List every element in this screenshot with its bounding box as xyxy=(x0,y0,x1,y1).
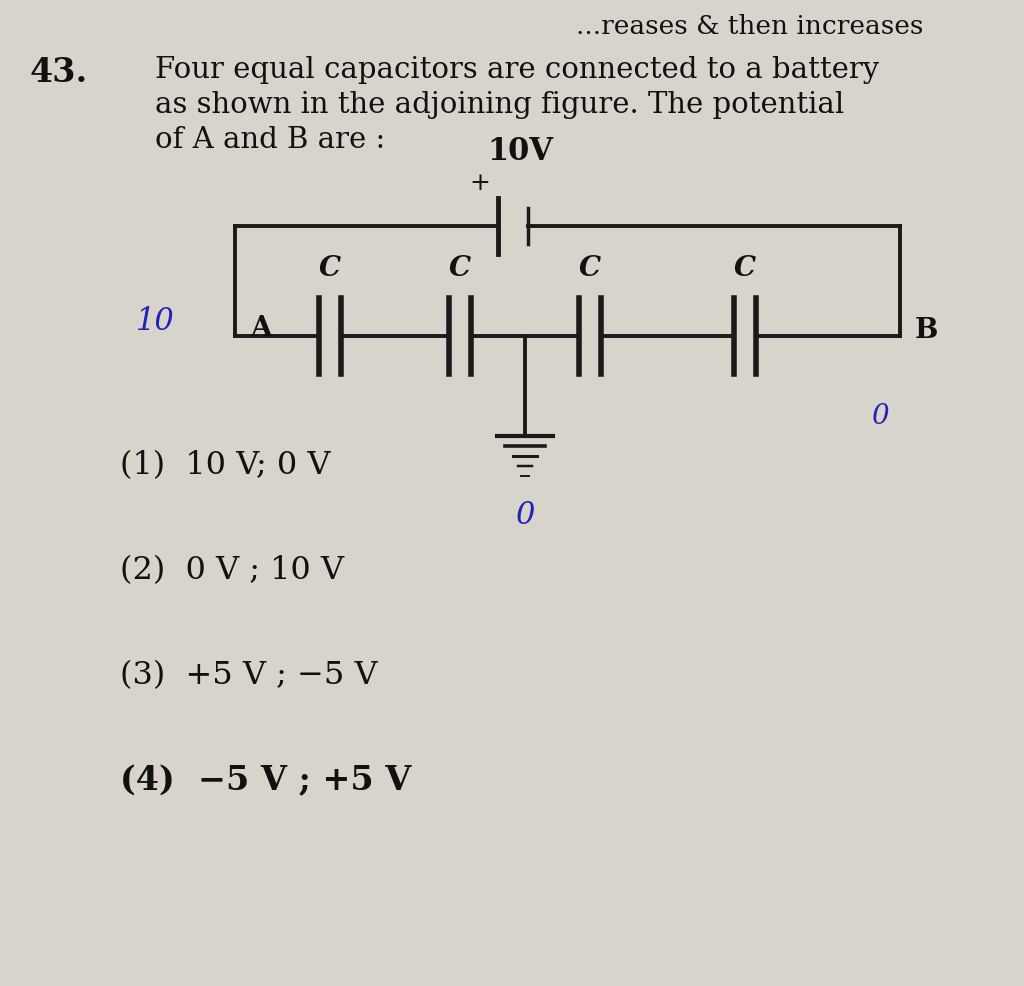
Text: (4)  −5 V ; +5 V: (4) −5 V ; +5 V xyxy=(120,764,412,798)
Text: as shown in the adjoining figure. The potential: as shown in the adjoining figure. The po… xyxy=(155,91,844,119)
Text: ...reases & then increases: ...reases & then increases xyxy=(577,14,924,39)
Text: 0: 0 xyxy=(871,402,889,430)
Text: C: C xyxy=(449,254,471,281)
Text: 10V: 10V xyxy=(487,135,553,167)
Text: Four equal capacitors are connected to a battery: Four equal capacitors are connected to a… xyxy=(155,56,880,84)
Text: (1)  10 V; 0 V: (1) 10 V; 0 V xyxy=(120,451,331,481)
Text: A: A xyxy=(250,315,271,341)
Text: +: + xyxy=(470,173,490,195)
Text: (3)  +5 V ; −5 V: (3) +5 V ; −5 V xyxy=(120,661,378,691)
Text: 43.: 43. xyxy=(30,56,88,89)
Text: C: C xyxy=(734,254,756,281)
Text: of A and B are :: of A and B are : xyxy=(155,126,385,154)
Text: 10: 10 xyxy=(135,306,174,336)
Text: 0: 0 xyxy=(515,501,535,531)
Text: C: C xyxy=(579,254,601,281)
Text: C: C xyxy=(318,254,341,281)
Text: B: B xyxy=(915,317,938,344)
Text: (2)  0 V ; 10 V: (2) 0 V ; 10 V xyxy=(120,555,344,587)
